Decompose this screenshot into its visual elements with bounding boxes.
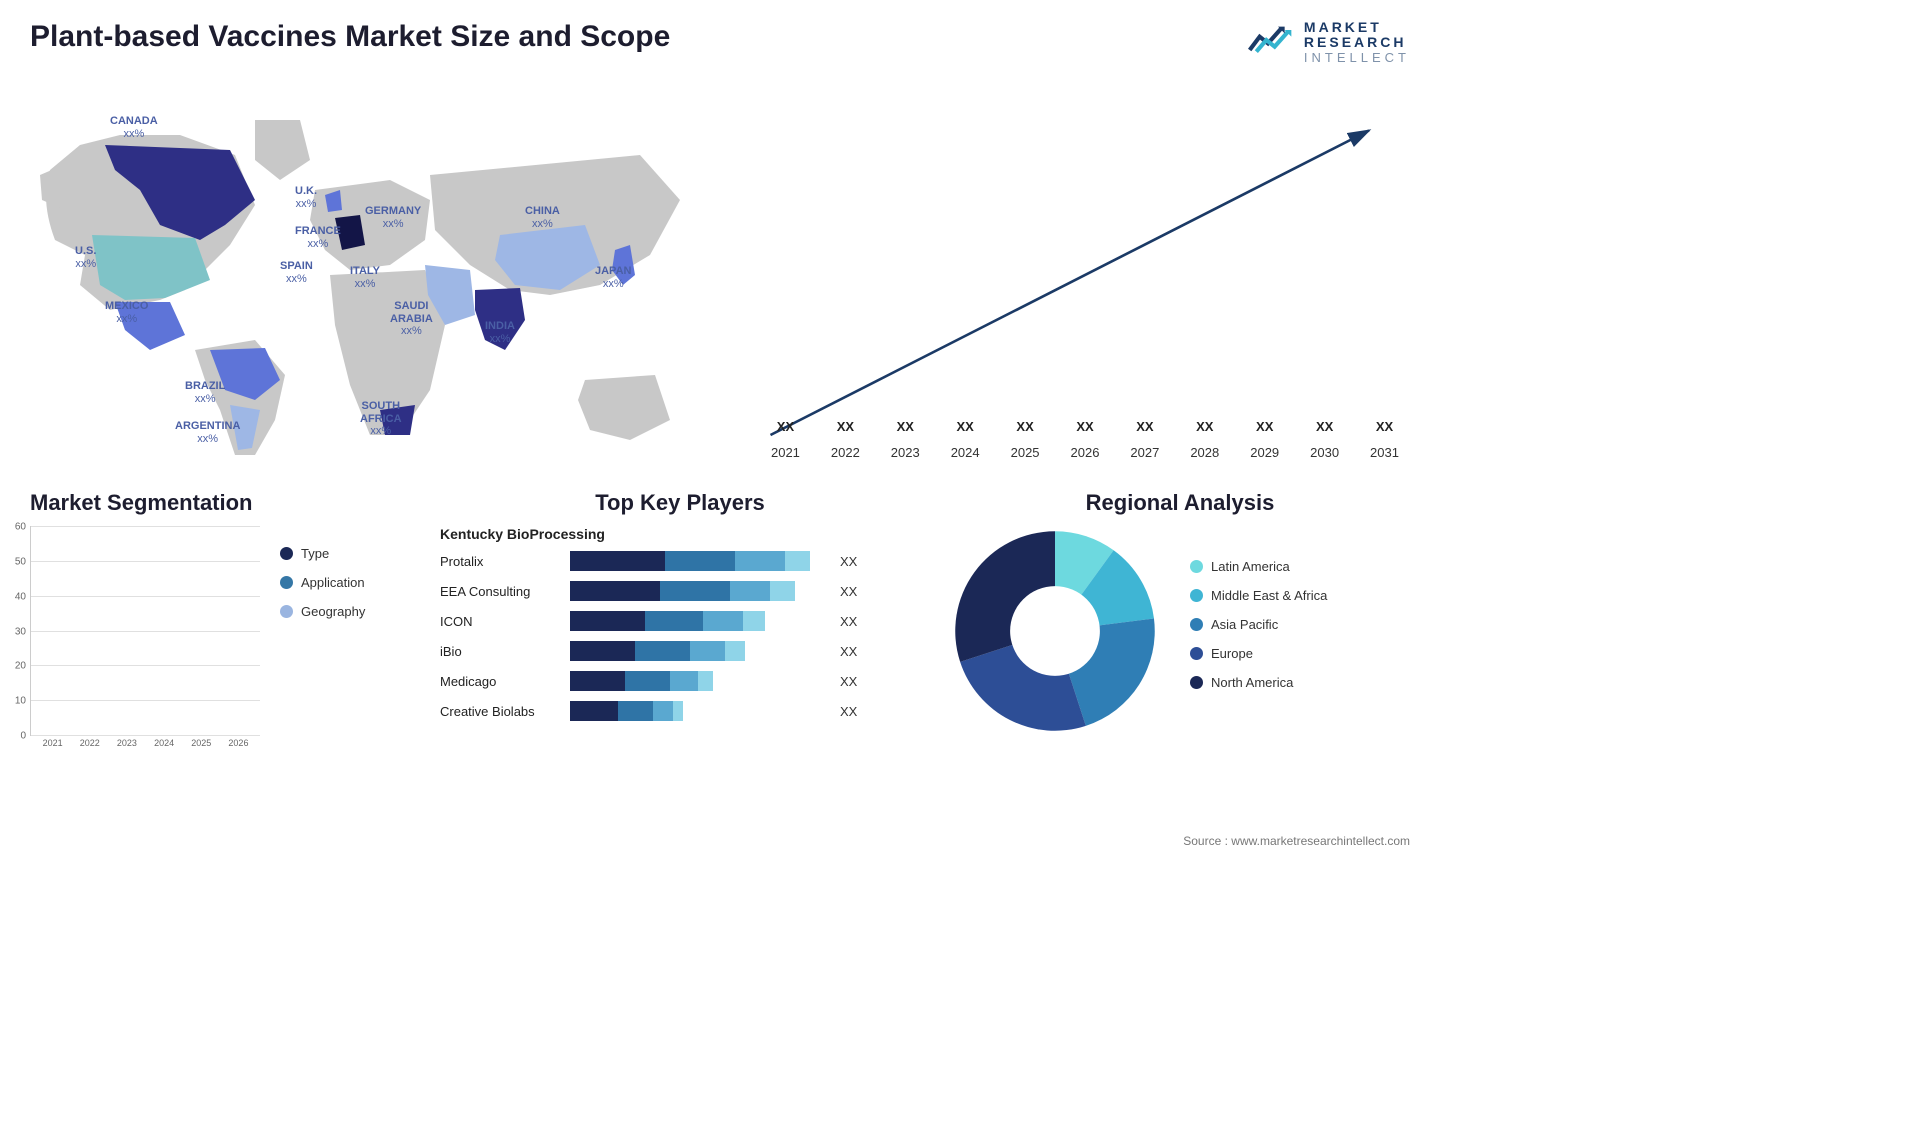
growth-year-label: 2023 (880, 445, 931, 460)
logo-line2: RESEARCH (1304, 35, 1410, 50)
players-chart: ProtalixXXEEA ConsultingXXICONXXiBioXXMe… (440, 546, 920, 726)
legend-item: North America (1190, 675, 1410, 690)
map-label: BRAZILxx% (185, 380, 225, 405)
growth-year-label: 2031 (1359, 445, 1410, 460)
map-label: U.K.xx% (295, 185, 317, 210)
player-row: Creative BiolabsXX (440, 696, 920, 726)
player-row: ICONXX (440, 606, 920, 636)
player-row: EEA ConsultingXX (440, 576, 920, 606)
growth-year-label: 2029 (1239, 445, 1290, 460)
legend-item: Type (280, 546, 410, 561)
map-label: INDIAxx% (485, 320, 515, 345)
legend-item: Middle East & Africa (1190, 588, 1410, 603)
map-label: U.S.xx% (75, 245, 96, 270)
map-label: ARGENTINAxx% (175, 420, 240, 445)
map-label: ITALYxx% (350, 265, 380, 290)
growth-year-label: 2027 (1119, 445, 1170, 460)
growth-year-label: 2024 (940, 445, 991, 460)
regional-title: Regional Analysis (950, 490, 1410, 516)
growth-year-label: 2022 (820, 445, 871, 460)
map-label: JAPANxx% (595, 265, 631, 290)
world-map: CANADAxx% U.S.xx% MEXICOxx% BRAZILxx% ARGENT… (30, 90, 710, 460)
player-row: MedicagoXX (440, 666, 920, 696)
map-label: SAUDIARABIAxx% (390, 300, 433, 338)
page-title: Plant-based Vaccines Market Size and Sco… (30, 20, 670, 54)
segmentation-title: Market Segmentation (30, 490, 410, 516)
map-label: SPAINxx% (280, 260, 313, 285)
map-label: GERMANYxx% (365, 205, 421, 230)
top-players-panel: Top Key Players Kentucky BioProcessing P… (440, 490, 920, 736)
growth-year-label: 2028 (1179, 445, 1230, 460)
source-attribution: Source : www.marketresearchintellect.com (1183, 834, 1410, 848)
player-row: iBioXX (440, 636, 920, 666)
market-segmentation-panel: Market Segmentation 20212022202320242025… (30, 490, 410, 736)
growth-year-label: 2026 (1060, 445, 1111, 460)
regional-donut-chart (950, 526, 1160, 736)
legend-item: Application (280, 575, 410, 590)
regional-legend: Latin America Middle East & Africa Asia Pa… (1190, 559, 1410, 704)
regional-analysis-panel: Regional Analysis Latin America Middle Ea… (950, 490, 1410, 736)
map-label: CHINAxx% (525, 205, 560, 230)
legend-item: Europe (1190, 646, 1410, 661)
logo-line1: MARKET (1304, 20, 1410, 35)
logo-line3: INTELLECT (1304, 51, 1410, 65)
segmentation-chart: 202120222023202420252026 0102030405060 (30, 526, 260, 736)
players-subtitle: Kentucky BioProcessing (440, 526, 920, 542)
growth-forecast-chart: XXXXXXXXXXXXXXXXXXXXXX 20212022202320242… (750, 90, 1410, 460)
legend-item: Latin America (1190, 559, 1410, 574)
logo-mark-icon (1248, 25, 1298, 60)
map-label: FRANCExx% (295, 225, 341, 250)
growth-year-label: 2030 (1299, 445, 1350, 460)
map-label: CANADAxx% (110, 115, 158, 140)
player-row: ProtalixXX (440, 546, 920, 576)
players-title: Top Key Players (440, 490, 920, 516)
legend-item: Asia Pacific (1190, 617, 1410, 632)
company-logo: MARKET RESEARCH INTELLECT (1248, 20, 1410, 65)
map-label: SOUTHAFRICAxx% (360, 400, 402, 438)
map-label: MEXICOxx% (105, 300, 148, 325)
growth-year-label: 2021 (760, 445, 811, 460)
segmentation-legend: Type Application Geography (260, 526, 410, 736)
growth-year-label: 2025 (1000, 445, 1051, 460)
legend-item: Geography (280, 604, 410, 619)
